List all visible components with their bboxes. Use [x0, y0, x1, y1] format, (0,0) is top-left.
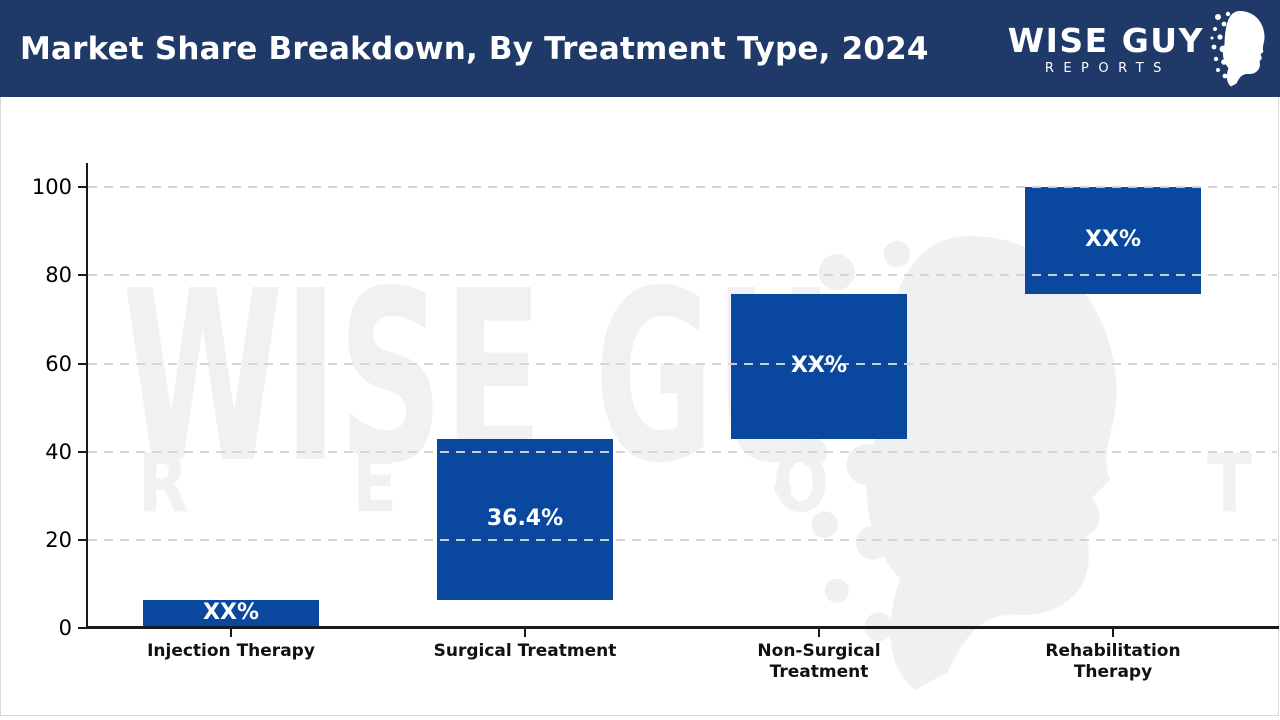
gridline-y20 — [88, 538, 1277, 541]
y-tick — [78, 362, 86, 365]
y-tick-label: 40 — [45, 439, 72, 464]
waterfall-bar — [143, 599, 319, 628]
y-tick — [78, 450, 86, 453]
x-category-label: Rehabilitation Therapy — [1045, 641, 1181, 682]
brand-face-icon — [1210, 11, 1265, 87]
waterfall-bar — [731, 293, 907, 440]
bar-value-label: XX% — [1085, 226, 1141, 252]
brand-logo-text: WISE GUY REPORTS — [1008, 24, 1204, 78]
y-axis-line — [86, 163, 88, 629]
brand-subname: REPORTS — [1044, 61, 1171, 76]
brand-logo: WISE GUY REPORTS — [1008, 6, 1270, 92]
bar-value-label: 36.4% — [486, 505, 564, 531]
bar-value-label: XX% — [203, 599, 259, 625]
y-tick — [78, 627, 86, 629]
y-tick-label: 80 — [45, 263, 72, 288]
x-category-label: Injection Therapy — [147, 641, 315, 661]
y-tick — [78, 274, 86, 277]
brand-name: WISE GUY — [1007, 21, 1204, 60]
waterfall-bar — [437, 439, 613, 600]
y-tick-label: 20 — [45, 527, 72, 552]
header-banner: Market Share Breakdown, By Treatment Typ… — [0, 0, 1280, 97]
x-category-label: Non-Surgical Treatment — [757, 641, 881, 682]
x-tick — [818, 629, 820, 637]
x-tick — [1112, 629, 1114, 637]
gridline-y100 — [88, 186, 1277, 189]
y-tick-label: 100 — [31, 175, 72, 200]
gridline-y60 — [88, 362, 1277, 365]
x-tick — [524, 629, 526, 637]
x-axis-line — [86, 626, 1279, 629]
x-category-label: Surgical Treatment — [433, 641, 617, 661]
y-tick — [78, 538, 86, 541]
x-tick — [230, 629, 232, 637]
bar-value-label: XX% — [791, 352, 847, 378]
gridline-y80 — [88, 274, 1277, 277]
y-tick — [78, 186, 86, 189]
y-tick-label: 0 — [58, 616, 72, 640]
y-tick-label: 60 — [45, 351, 72, 376]
chart-title: Market Share Breakdown, By Treatment Typ… — [20, 30, 929, 67]
gridline-y40 — [88, 450, 1277, 453]
